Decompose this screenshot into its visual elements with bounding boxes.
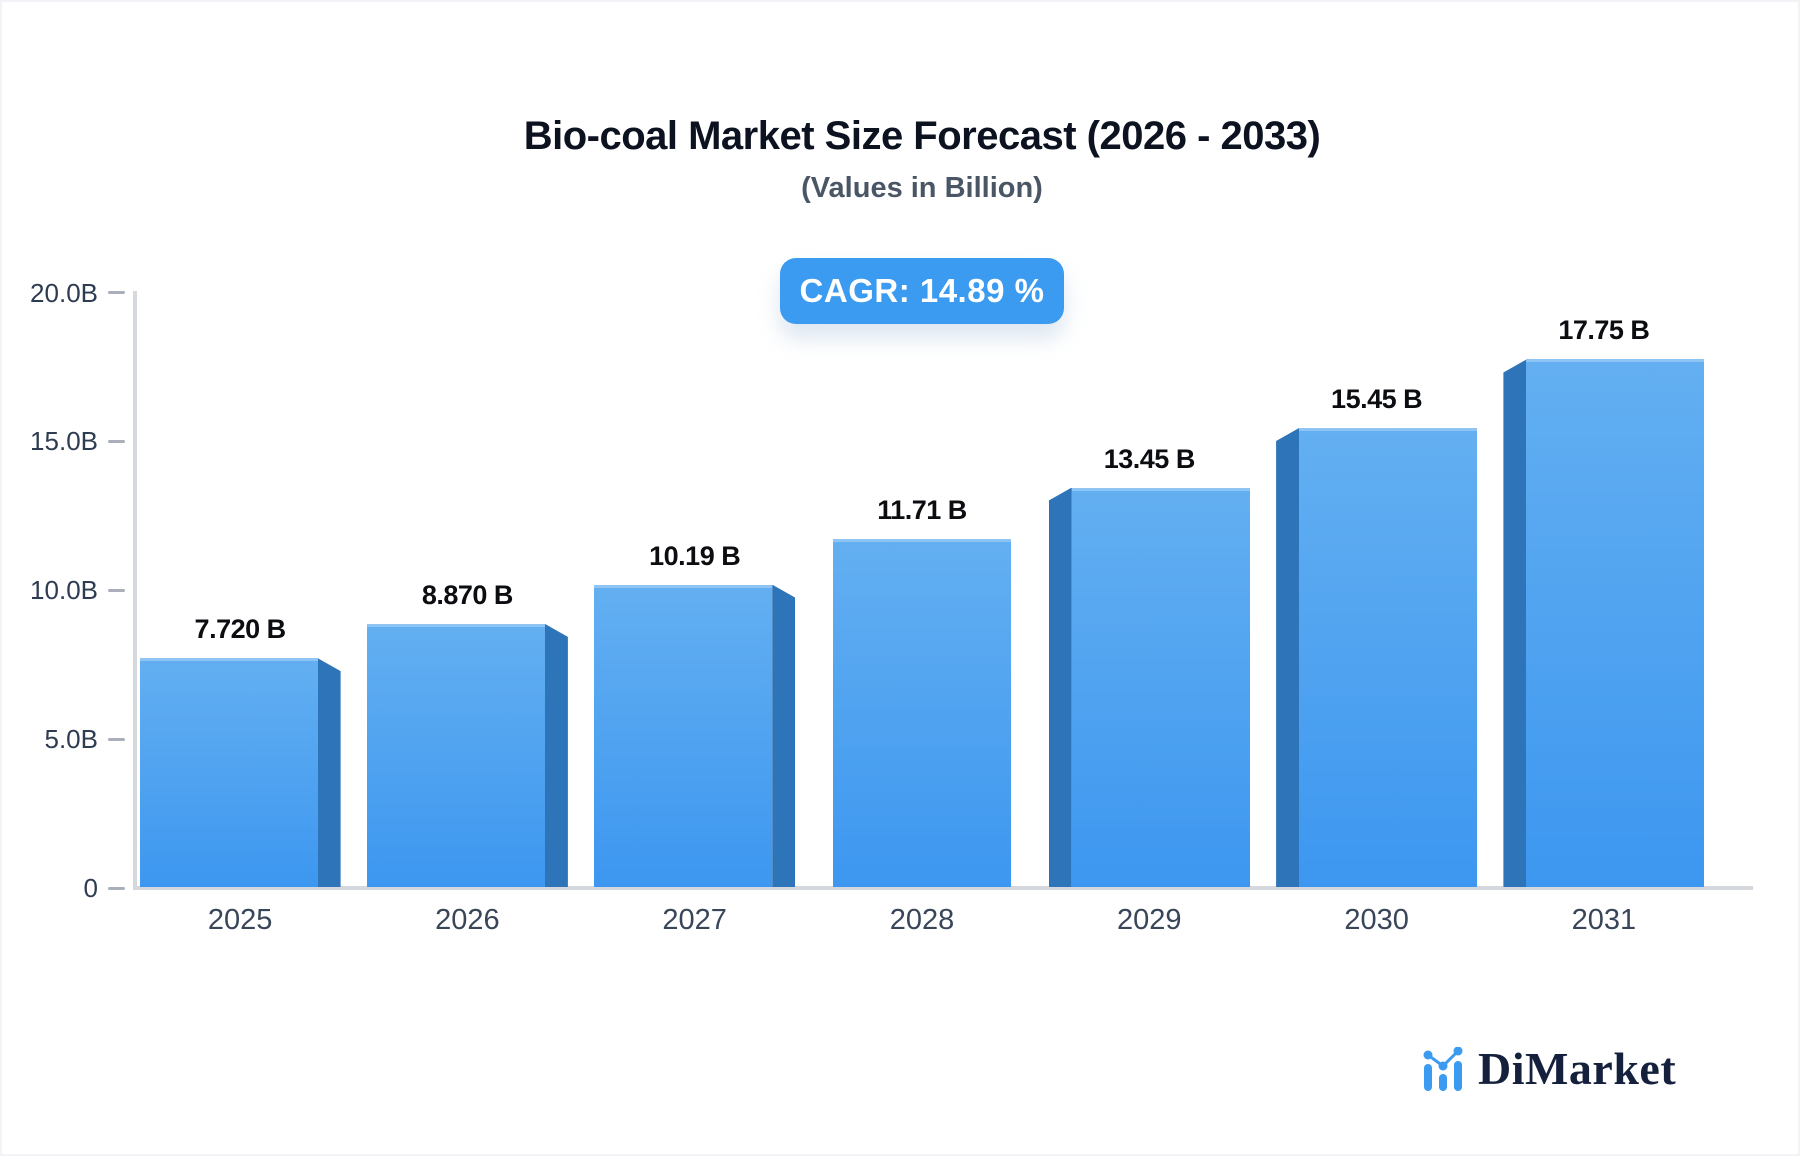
x-axis-label: 2026 [435,904,500,936]
bar-group-2029 [1048,487,1250,887]
bar-group-2030 [1276,427,1478,887]
y-axis-line [133,291,137,890]
x-axis-line [133,886,1753,890]
x-axis-label: 2029 [1117,904,1182,936]
bar-group-2028 [822,539,1023,887]
bar-group-2026 [366,623,568,887]
bar [1299,427,1478,887]
x-axis-label: 2027 [662,904,727,936]
x-axis-label: 2028 [889,904,955,936]
chart-subtitle: (Values in Billion) [801,172,1043,204]
bar [594,584,773,887]
cagr-badge: CAGR: 14.89 % [780,258,1064,324]
bar-3d-side [1276,427,1300,887]
x-axis-label: 2031 [1571,904,1637,936]
y-axis-label: 15.0B [30,426,98,457]
bar-value-label: 8.870 B [421,579,514,610]
bar-value-label: 13.45 B [1103,443,1196,474]
bar [1071,487,1250,887]
y-axis-label: 0 [83,873,98,903]
bar-3d-side [1503,359,1527,887]
bar-value-label: 15.45 B [1331,383,1423,414]
bar-3d-side [317,658,341,887]
bar [366,623,545,887]
bar-value-label: 10.19 B [649,540,741,571]
bar-3d-side [544,623,568,887]
bar-3d-side [772,584,796,887]
x-axis-label: 2025 [207,904,273,936]
bar [1526,359,1705,887]
brand-logo: DiMarket [1422,1042,1676,1095]
y-axis-tick [108,291,125,294]
bar-value-label: 17.75 B [1558,315,1650,346]
bar-group-2027 [594,584,796,887]
y-axis-tick [108,439,125,443]
y-axis-tick [108,886,125,890]
bar-line-chart-logo-icon [1423,1046,1463,1091]
y-axis-tick [108,737,125,741]
y-axis-label: 20.0B [30,277,98,308]
bar-3d-side [1048,487,1072,887]
bar-value-label: 7.720 B [194,614,287,645]
y-axis-tick [108,588,125,592]
bar [833,539,1011,887]
bar-group-2025 [139,658,341,887]
bar [139,658,318,887]
bar-value-label: 11.71 B [877,495,967,526]
chart-title: Bio-coal Market Size Forecast (2026 - 20… [523,114,1321,158]
y-axis-label: 10.0B [30,575,98,606]
brand-name: DiMarket [1478,1043,1677,1094]
x-axis-label: 2030 [1344,904,1409,936]
bar-group-2031 [1503,359,1705,887]
y-axis-label: 5.0B [44,724,99,755]
